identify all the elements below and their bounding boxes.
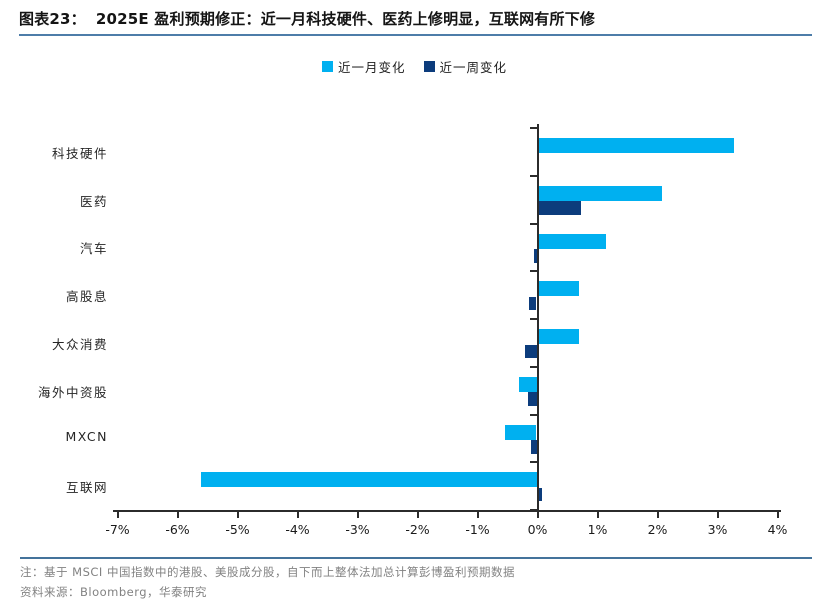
category-label: MXCN (65, 429, 108, 445)
category-boundary-tick (529, 270, 537, 273)
category-boundary-tick (529, 127, 537, 129)
footnote-note: 注：基于 MSCI 中国指数中的港股、美股成分股，自下而上整体法加总计算彭博盈利… (20, 565, 515, 579)
bar-month-3 (538, 281, 580, 297)
x-axis-tick (296, 512, 299, 518)
legend-label-month: 近一月变化 (337, 60, 406, 75)
x-axis-tick (356, 512, 359, 518)
x-axis-tick (416, 512, 419, 518)
category-boundary-tick (529, 509, 537, 511)
x-tick-label: -4% (285, 522, 310, 537)
figure-number: 图表23： (19, 10, 86, 28)
x-tick-label: -1% (465, 522, 490, 537)
legend-swatch-week-icon (423, 61, 435, 72)
x-tick-label: -6% (165, 522, 190, 537)
x-axis-tick (596, 512, 599, 518)
x-axis-tick (116, 512, 119, 518)
category-boundary-tick (529, 365, 537, 368)
footnote-divider (20, 557, 812, 559)
bar-week-3 (529, 296, 537, 311)
title-underline (19, 34, 812, 36)
bar-month-4 (538, 329, 579, 344)
bar-month-0 (538, 138, 734, 153)
x-axis-tick (236, 512, 239, 518)
x-axis-tick (536, 512, 539, 518)
bar-month-6 (505, 424, 537, 440)
legend-item-week: 近一周变化 (423, 57, 508, 76)
bar-week-1 (538, 201, 581, 215)
category-label: 医药 (79, 193, 108, 209)
category-label: 汽车 (79, 241, 108, 257)
category-boundary-tick (529, 222, 537, 225)
bar-month-1 (538, 185, 662, 201)
category-boundary-tick (529, 413, 537, 416)
x-tick-label: 1% (587, 522, 608, 537)
category-label: 海外中资股 (37, 384, 108, 400)
category-label: 科技硬件 (51, 145, 108, 161)
legend-item-month: 近一月变化 (321, 57, 406, 76)
category-boundary-tick (529, 174, 537, 177)
bar-month-7 (200, 472, 537, 488)
x-axis-tick (656, 512, 659, 518)
x-tick-label: 0% (527, 522, 548, 537)
page-title: 2025E 盈利预期修正：近一月科技硬件、医药上修明显，互联网有所下修 (95, 10, 596, 28)
category-boundary-tick (529, 461, 537, 464)
x-axis-line (113, 510, 781, 512)
bar-week-6 (530, 440, 537, 454)
x-tick-label: -7% (105, 522, 130, 537)
category-boundary-tick (529, 318, 537, 320)
x-axis-tick (176, 512, 179, 518)
category-label: 大众消费 (51, 336, 108, 352)
x-axis-tick (476, 512, 479, 518)
bar-week-5 (527, 392, 537, 406)
x-tick-label: -3% (345, 522, 370, 537)
legend-swatch-month-icon (321, 61, 333, 72)
bar-month-2 (538, 233, 606, 249)
x-axis-tick (716, 512, 719, 518)
x-axis-tick (776, 512, 779, 518)
bar-month-5 (518, 376, 537, 392)
x-tick-label: 4% (767, 522, 788, 537)
x-tick-label: -2% (405, 522, 430, 537)
x-tick-label: -5% (225, 522, 250, 537)
x-tick-label: 2% (647, 522, 668, 537)
bar-week-4 (524, 344, 537, 358)
footnote-source: 资料来源：Bloomberg，华泰研究 (20, 585, 208, 599)
zero-axis-line (536, 124, 539, 510)
category-label: 互联网 (65, 480, 108, 496)
x-tick-label: 3% (707, 522, 728, 537)
legend-label-week: 近一周变化 (439, 60, 508, 75)
bar-week-2 (533, 249, 537, 263)
category-label: 高股息 (65, 289, 108, 305)
figure-title: 图表23： 2025E 盈利预期修正：近一月科技硬件、医药上修明显，互联网有所下修 (19, 8, 595, 29)
chart-legend: 近一月变化 近一周变化 (0, 57, 829, 76)
bar-week-7 (538, 487, 542, 502)
